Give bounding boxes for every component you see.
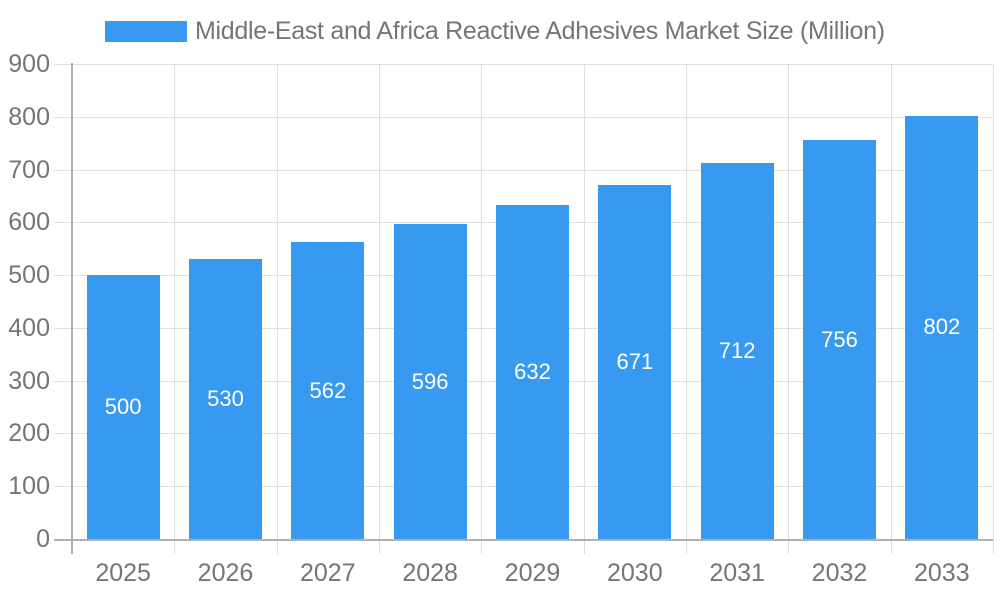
bar-value-label: 712 xyxy=(718,338,756,364)
x-axis-tick-label: 2027 xyxy=(300,559,356,587)
x-axis-tick-label: 2033 xyxy=(914,559,970,587)
y-axis-line xyxy=(71,63,73,554)
y-axis-tick-label: 400 xyxy=(8,313,50,342)
y-gridline xyxy=(54,64,993,65)
y-axis-tick-label: 800 xyxy=(8,102,50,131)
x-axis-tick-label: 2032 xyxy=(811,559,868,587)
bar-value-label: 596 xyxy=(411,368,449,394)
x-axis-tick-label: 2029 xyxy=(504,559,561,587)
x-gridline xyxy=(788,64,790,554)
x-axis-tick-label: 2030 xyxy=(607,559,663,587)
bar-value-label: 632 xyxy=(514,359,551,385)
legend-item[interactable]: Middle-East and Africa Reactive Adhesive… xyxy=(105,16,885,46)
bar-value-label: 530 xyxy=(207,386,244,412)
bar-2029[interactable] xyxy=(496,205,569,539)
bar-2028[interactable] xyxy=(393,224,467,539)
bar-value-label: 500 xyxy=(104,394,142,420)
bar-value-label: 756 xyxy=(821,326,858,352)
bar-2032[interactable] xyxy=(803,140,876,539)
y-axis-tick-label: 500 xyxy=(8,261,50,290)
bar-2033[interactable] xyxy=(905,115,979,539)
y-axis-tick-label: 0 xyxy=(36,525,50,553)
x-axis-tick-label: 2025 xyxy=(95,559,151,587)
x-axis-line xyxy=(54,539,993,541)
bar-value-label: 802 xyxy=(923,314,961,340)
bar-2031[interactable] xyxy=(700,163,774,539)
y-axis-tick-label: 900 xyxy=(8,50,50,78)
bar-value-label: 671 xyxy=(616,348,654,374)
y-axis-tick-label: 100 xyxy=(8,472,50,501)
y-axis-tick-label: 300 xyxy=(8,366,50,395)
bar-value-label: 562 xyxy=(309,377,347,403)
y-gridline xyxy=(54,116,993,118)
x-axis-tick-label: 2026 xyxy=(197,559,254,587)
bar-2027[interactable] xyxy=(291,242,365,539)
y-gridline xyxy=(54,169,993,171)
y-axis-tick-label: 600 xyxy=(8,208,50,237)
x-gridline xyxy=(481,64,483,554)
bar-2026[interactable] xyxy=(189,259,262,539)
x-gridline xyxy=(686,64,687,554)
y-axis-tick-label: 200 xyxy=(8,419,50,448)
x-gridline xyxy=(890,64,892,554)
x-gridline xyxy=(174,64,176,554)
bar-2025[interactable] xyxy=(86,275,160,539)
x-gridline xyxy=(993,64,994,554)
x-axis-tick-label: 2031 xyxy=(709,559,765,587)
x-gridline xyxy=(276,64,278,554)
x-gridline xyxy=(583,64,585,554)
y-axis-tick-label: 700 xyxy=(8,155,50,184)
legend-swatch xyxy=(105,20,187,42)
x-axis-tick-label: 2028 xyxy=(402,559,458,587)
bar-2030[interactable] xyxy=(598,184,672,539)
legend-label: Middle-East and Africa Reactive Adhesive… xyxy=(195,17,885,45)
x-gridline xyxy=(379,64,380,554)
